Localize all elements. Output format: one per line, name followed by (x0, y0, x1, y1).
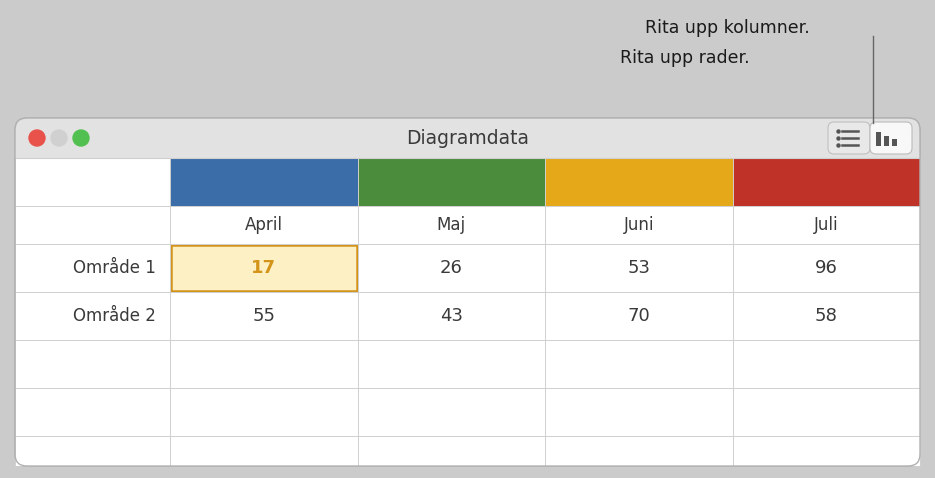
Text: 43: 43 (439, 307, 463, 325)
Bar (892, 139, 897, 146)
Circle shape (29, 130, 45, 146)
Text: Juli: Juli (814, 216, 839, 234)
Bar (171, 245, 356, 291)
Text: 55: 55 (252, 307, 275, 325)
Bar (545, 158, 732, 206)
Text: 58: 58 (814, 307, 838, 325)
Bar (884, 136, 889, 146)
FancyBboxPatch shape (15, 118, 920, 466)
Bar (15, 145, 920, 158)
Bar (357, 158, 545, 206)
Bar (876, 132, 881, 146)
Text: Juni: Juni (624, 216, 654, 234)
Bar (15, 158, 920, 466)
Text: 26: 26 (439, 259, 463, 277)
Text: Rita upp rader.: Rita upp rader. (620, 49, 750, 67)
Text: 53: 53 (627, 259, 650, 277)
FancyBboxPatch shape (870, 122, 912, 154)
Text: Område 1: Område 1 (73, 259, 156, 277)
Text: Diagramdata: Diagramdata (406, 129, 529, 148)
Bar (170, 158, 357, 206)
Text: April: April (245, 216, 282, 234)
Text: Område 2: Område 2 (73, 307, 156, 325)
Circle shape (73, 130, 89, 146)
FancyBboxPatch shape (15, 118, 920, 158)
Text: Maj: Maj (437, 216, 466, 234)
FancyBboxPatch shape (828, 122, 870, 154)
Bar (732, 158, 920, 206)
Text: 70: 70 (627, 307, 650, 325)
Text: Rita upp kolumner.: Rita upp kolumner. (645, 19, 810, 37)
Circle shape (51, 130, 67, 146)
Text: 17: 17 (252, 259, 276, 277)
Text: 96: 96 (814, 259, 838, 277)
